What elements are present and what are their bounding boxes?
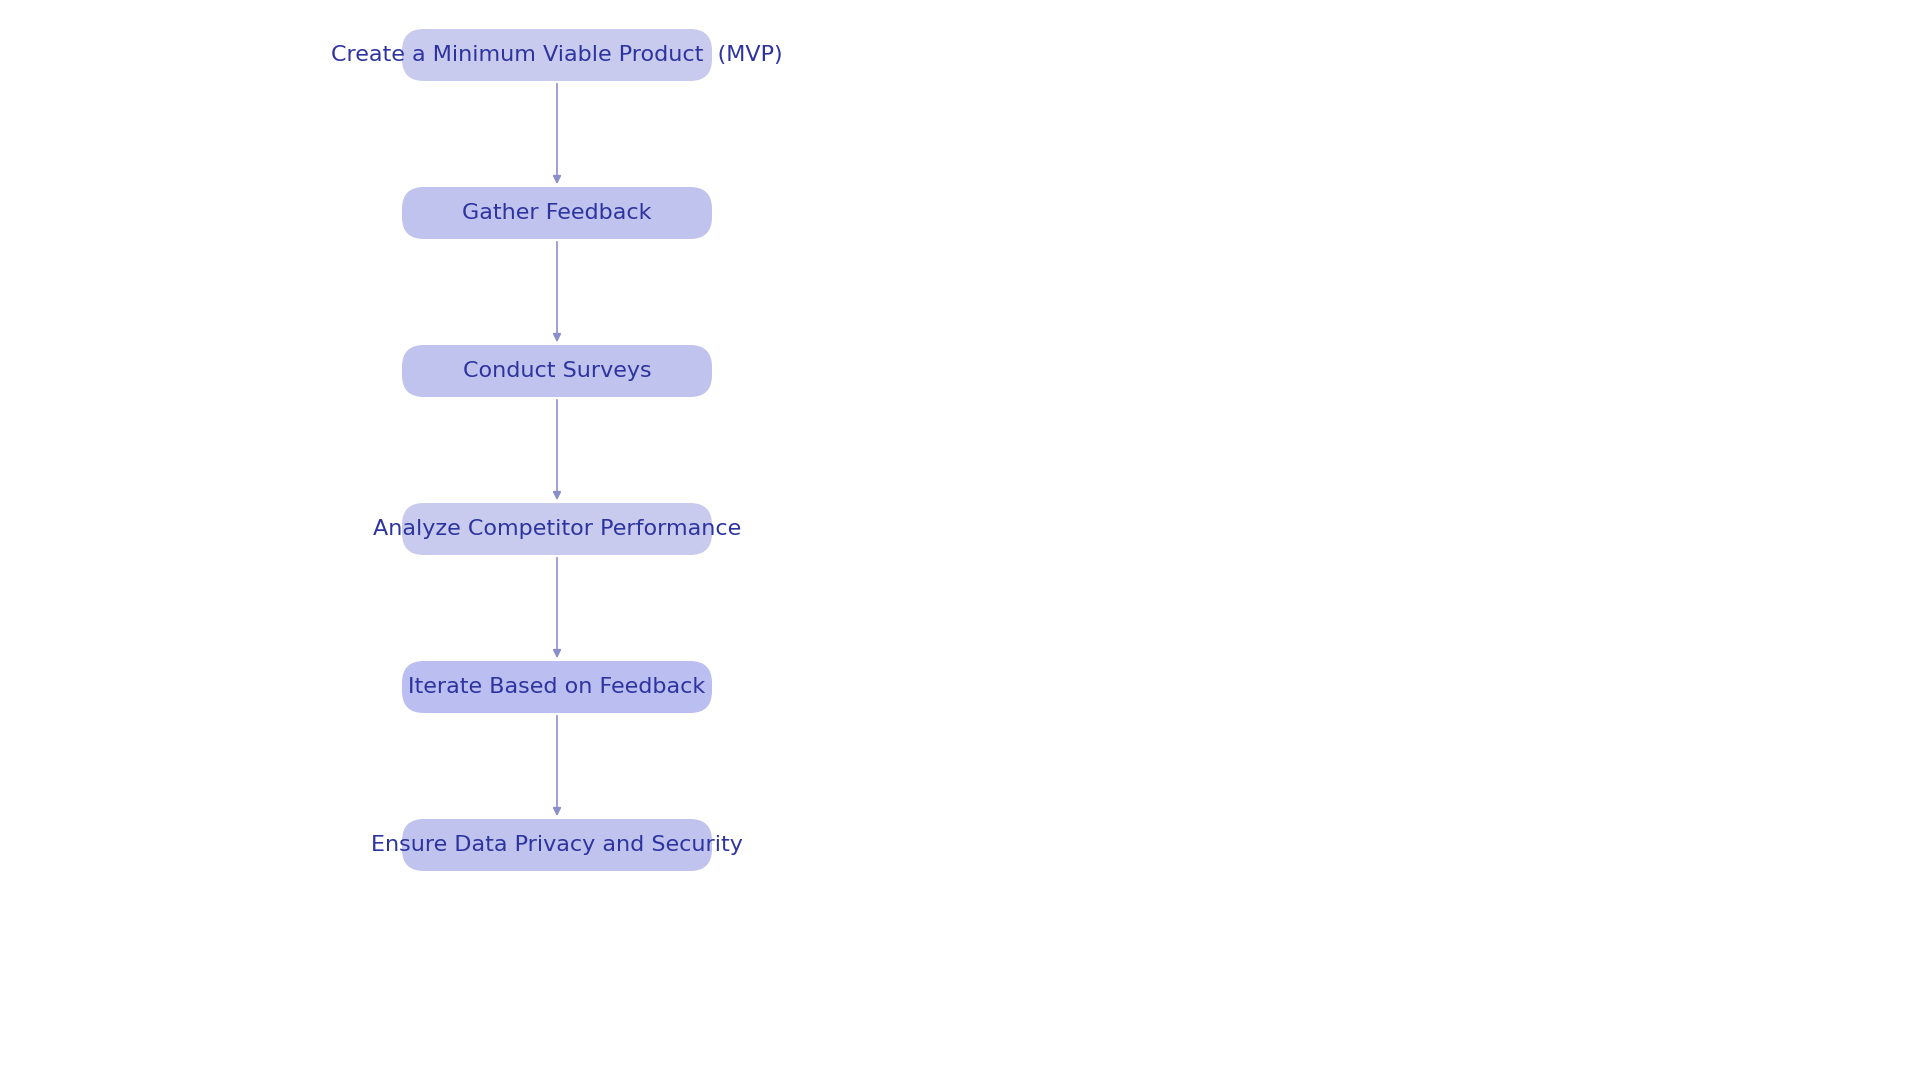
FancyBboxPatch shape xyxy=(401,819,712,871)
FancyBboxPatch shape xyxy=(401,29,712,81)
Text: Create a Minimum Viable Product  (MVP): Create a Minimum Viable Product (MVP) xyxy=(330,45,783,65)
Text: Iterate Based on Feedback: Iterate Based on Feedback xyxy=(409,677,707,697)
FancyBboxPatch shape xyxy=(401,187,712,239)
FancyBboxPatch shape xyxy=(401,503,712,554)
Text: Conduct Surveys: Conduct Surveys xyxy=(463,361,651,381)
Text: Gather Feedback: Gather Feedback xyxy=(463,203,651,223)
FancyBboxPatch shape xyxy=(401,345,712,397)
FancyBboxPatch shape xyxy=(401,661,712,713)
Text: Ensure Data Privacy and Security: Ensure Data Privacy and Security xyxy=(371,835,743,854)
Text: Analyze Competitor Performance: Analyze Competitor Performance xyxy=(372,519,741,539)
